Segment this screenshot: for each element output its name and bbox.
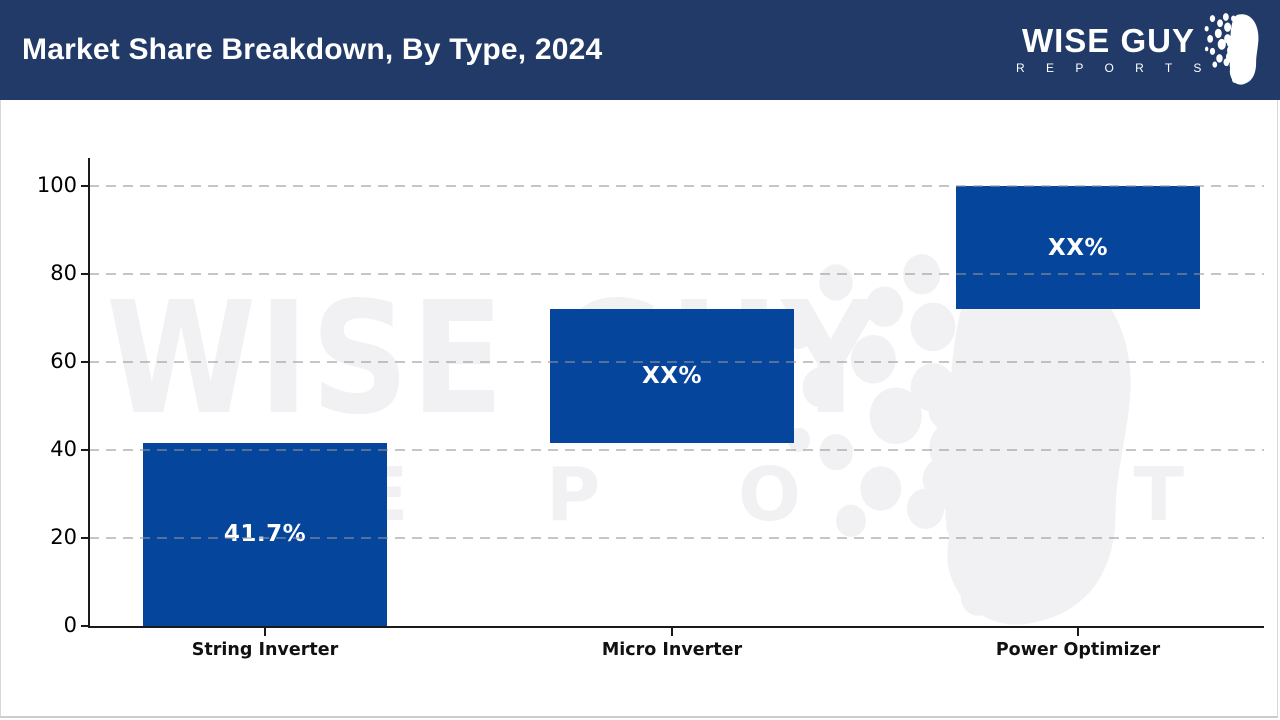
bar-value-label: XX% — [641, 362, 702, 389]
logo-wordmark: WISE GUY — [1021, 22, 1196, 59]
y-axis-tick-label: 60 — [50, 349, 77, 373]
y-axis-tick — [81, 625, 89, 627]
y-axis-tick — [81, 449, 89, 451]
x-axis-label: Power Optimizer — [995, 640, 1161, 660]
y-axis-tick-label: 80 — [50, 261, 77, 285]
x-axis-tick — [264, 628, 266, 636]
x-axis-spine — [88, 626, 1264, 628]
bar: XX% — [956, 186, 1200, 310]
gridline — [89, 537, 1264, 539]
logo-text: WISE GUY R E P O R T S — [1016, 22, 1211, 76]
bar: XX% — [550, 309, 794, 443]
y-axis-tick — [81, 537, 89, 539]
bar: 41.7% — [143, 442, 387, 626]
y-axis-tick-label: 20 — [50, 525, 77, 549]
y-axis-tick-label: 0 — [63, 613, 77, 637]
dotted-face-icon — [1204, 13, 1259, 85]
y-axis-tick — [81, 185, 89, 187]
y-axis-tick — [81, 361, 89, 363]
gridline — [89, 273, 1264, 275]
y-axis-tick-label: 40 — [50, 437, 77, 461]
chart-area: WISE GUY R E P O R T S 41.7%XX%XX%020406… — [0, 100, 1280, 718]
y-axis-tick-label: 100 — [36, 173, 77, 197]
gridline — [89, 361, 1264, 363]
gridline — [89, 185, 1264, 187]
y-axis-tick — [81, 273, 89, 275]
logo-subtitle: R E P O R T S — [1016, 61, 1211, 75]
chart-title: Market Share Breakdown, By Type, 2024 — [22, 33, 603, 66]
header-bar: Market Share Breakdown, By Type, 2024 WI… — [0, 0, 1280, 100]
x-axis-tick — [671, 628, 673, 636]
bar-value-label: 41.7% — [223, 521, 307, 548]
plot: 41.7% XX% XX% 0 20 40 60 80 100 String Inverter Mi… — [1, 100, 1277, 716]
x-axis-label: Micro Inverter — [601, 640, 743, 660]
gridline — [89, 449, 1264, 451]
x-axis-label: String Inverter — [191, 640, 339, 660]
bar-value-label: XX% — [1047, 234, 1108, 261]
x-axis-tick — [1077, 628, 1079, 636]
wiseguy-logo: WISE GUY R E P O R T S — [1016, 8, 1266, 94]
y-axis-spine — [88, 158, 90, 628]
